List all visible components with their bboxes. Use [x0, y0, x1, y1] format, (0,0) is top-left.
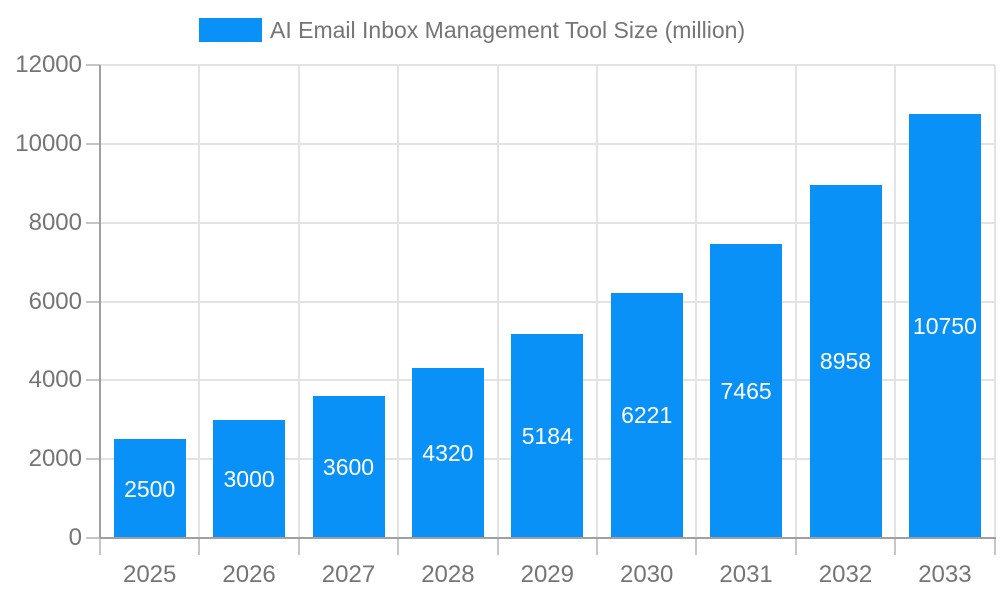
- x-gridline: [496, 65, 499, 538]
- x-axis-line: [100, 537, 996, 539]
- bar-value-label: 6221: [621, 402, 673, 429]
- y-gridline: [100, 64, 995, 66]
- x-tick-label: 2025: [122, 561, 177, 588]
- x-gridline: [397, 65, 400, 538]
- x-tick-mark: [794, 538, 797, 555]
- y-tick-mark: [86, 221, 100, 224]
- x-tick-label: 2029: [520, 561, 574, 588]
- x-tick-mark: [397, 538, 400, 555]
- bar-value-label: 3600: [322, 454, 375, 481]
- bar[interactable]: [809, 184, 882, 538]
- bar[interactable]: [908, 114, 981, 538]
- y-gridline: [100, 142, 995, 145]
- y-tick-mark: [86, 142, 100, 145]
- y-tick-label: 4000: [28, 366, 82, 394]
- x-gridline: [794, 65, 797, 538]
- bar-value-label: 5184: [521, 422, 573, 449]
- bar-value-label: 4320: [422, 439, 474, 466]
- y-tick-mark: [86, 537, 100, 539]
- bar-value-label: 10750: [912, 313, 977, 340]
- bar-value-label: 8958: [819, 348, 872, 375]
- y-tick-label: 10000: [15, 129, 82, 157]
- y-tick-label: 6000: [28, 287, 82, 315]
- bar[interactable]: [411, 367, 484, 538]
- y-gridline: [100, 300, 995, 303]
- x-tick-mark: [894, 538, 897, 555]
- x-tick-label: 2033: [918, 561, 972, 588]
- x-tick-label: 2027: [321, 561, 376, 588]
- bar[interactable]: [710, 243, 783, 538]
- x-tick-mark: [695, 538, 698, 555]
- x-tick-mark: [993, 538, 996, 555]
- y-tick-mark: [86, 64, 100, 66]
- y-tick-label: 8000: [28, 208, 82, 236]
- x-gridline: [297, 65, 300, 538]
- bar-value-label: 2500: [124, 475, 176, 502]
- x-gridline: [596, 65, 598, 538]
- y-tick-label: 0: [68, 524, 82, 551]
- bar[interactable]: [610, 292, 683, 538]
- legend-item[interactable]: AI Email Inbox Management Tool Size (mil…: [199, 16, 745, 44]
- legend-swatch-icon: [199, 18, 262, 42]
- x-gridline: [695, 65, 698, 538]
- x-tick-mark: [496, 538, 499, 555]
- bar-value-label: 7465: [720, 377, 772, 404]
- x-tick-label: 2026: [222, 561, 276, 588]
- bar[interactable]: [213, 419, 286, 538]
- x-gridline: [993, 65, 996, 538]
- x-tick-mark: [99, 538, 101, 555]
- x-tick-mark: [198, 538, 201, 555]
- y-tick-mark: [86, 300, 100, 303]
- bar[interactable]: [113, 439, 186, 538]
- y-tick-label: 12000: [15, 51, 82, 78]
- x-tick-mark: [596, 538, 598, 555]
- x-tick-label: 2031: [719, 561, 773, 588]
- x-gridline: [894, 65, 897, 538]
- x-tick-label: 2030: [619, 561, 674, 588]
- bar-value-label: 3000: [223, 465, 275, 492]
- y-tick-label: 2000: [28, 445, 82, 473]
- x-gridline: [198, 65, 201, 538]
- legend-label: AI Email Inbox Management Tool Size (mil…: [270, 17, 746, 43]
- bar[interactable]: [312, 396, 385, 538]
- y-tick-mark: [86, 458, 100, 461]
- y-tick-mark: [86, 379, 100, 382]
- bar[interactable]: [511, 333, 584, 538]
- x-tick-mark: [297, 538, 300, 555]
- x-tick-label: 2028: [421, 561, 475, 588]
- y-axis-line: [99, 65, 101, 538]
- y-gridline: [100, 221, 995, 224]
- x-tick-label: 2032: [818, 561, 873, 588]
